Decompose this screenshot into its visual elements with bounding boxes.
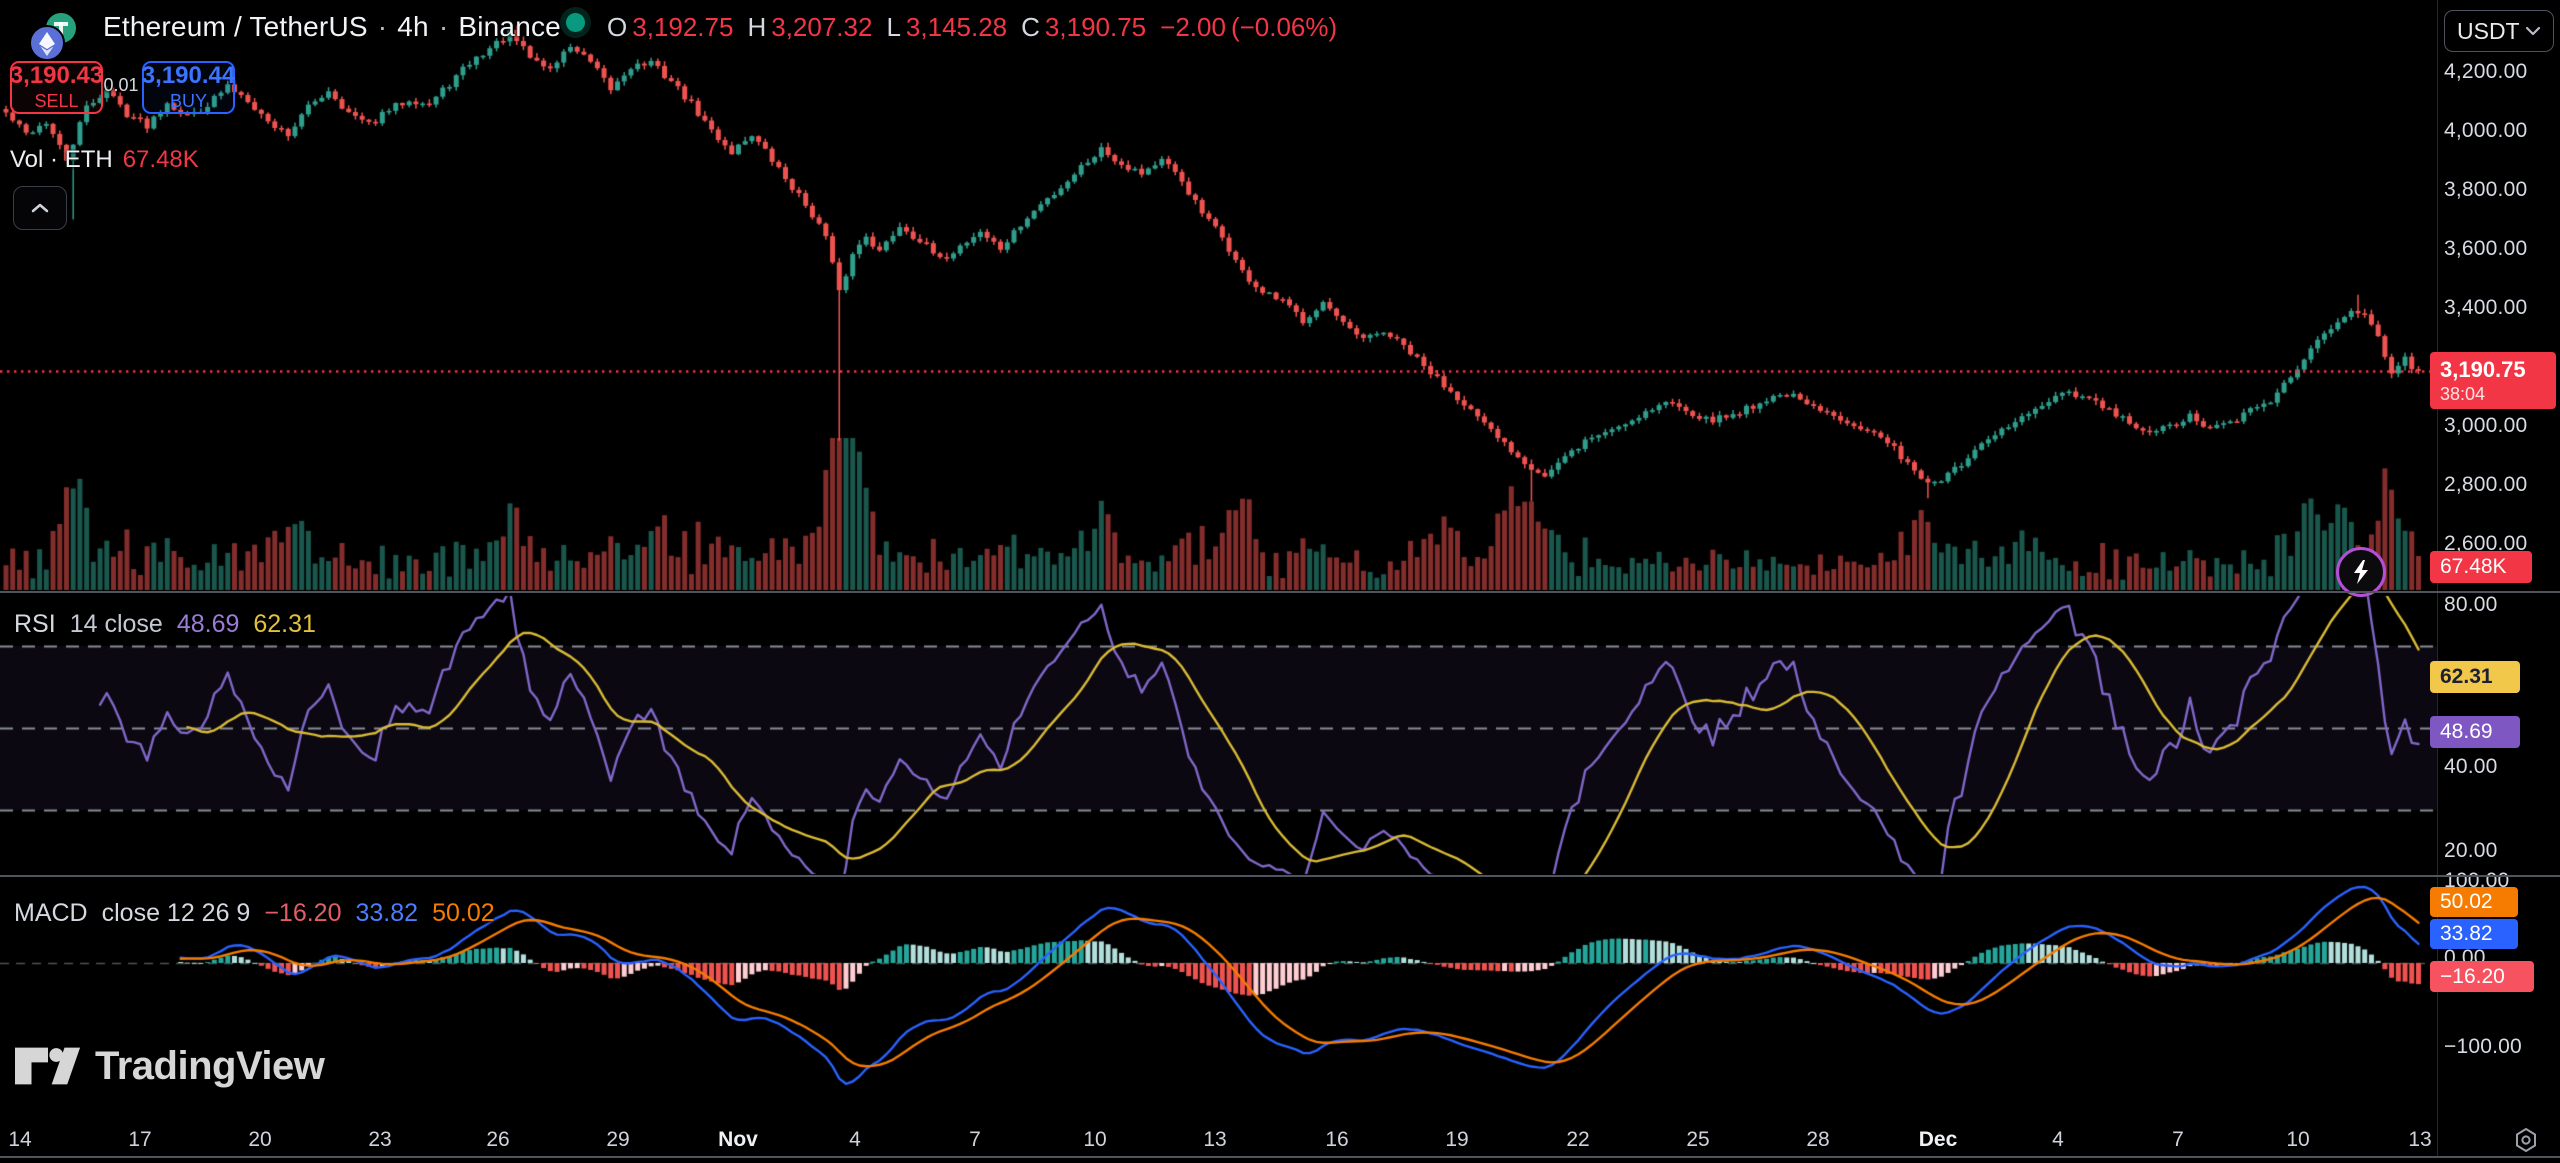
sell-price: 3,190.43 [9,62,104,90]
time-axis-label: 16 [1325,1128,1349,1151]
time-axis-label: 25 [1686,1128,1710,1151]
macd-signal-value: 50.02 [432,898,495,927]
macd-signal-badge: 50.02 [2430,887,2518,917]
candle-countdown: 38:04 [2440,384,2486,404]
current-price-value: 3,190.75 [2440,356,2526,382]
tradingview-mark-icon [15,1047,81,1085]
volume-label: Vol · ETH [10,146,113,173]
macd-histogram-badge: −16.20 [2430,961,2534,992]
time-axis-label: 19 [1445,1128,1469,1151]
macd-line-badge: 33.82 [2430,919,2518,949]
rsi-legend[interactable]: RSI 14 close 48.69 62.31 [14,610,316,638]
time-axis-label: 13 [2408,1128,2432,1151]
pane-divider[interactable] [0,875,2560,877]
ohlc-row: O 3,192.75 H 3,207.32 L 3,145.28 C 3,190.75 … [607,8,1337,46]
time-axis-label: 10 [2286,1128,2310,1151]
market-status-icon[interactable] [566,13,585,32]
boost-button[interactable] [2336,547,2386,597]
interval-label: 4h [397,11,429,42]
axis-price-label: 3,600.00 [2444,237,2528,260]
time-axis-label: 4 [2052,1128,2064,1151]
rsi-ma-value: 62.31 [253,609,316,638]
macd-histogram-value: −16.20 [264,898,342,927]
time-axis-label: Nov [718,1128,758,1151]
volume-badge: 67.48K [2430,551,2532,583]
high-label: H [747,11,767,42]
sell-label: SELL [34,90,79,111]
title-separator: · [438,11,449,42]
spread-value: 0.01 [103,75,139,95]
time-axis-label: 14 [8,1128,32,1151]
buy-price: 3,190.44 [141,62,236,90]
macd-params: close 12 26 9 [101,898,251,927]
volume-value: 67.48K [122,146,199,173]
low-value: 3,145.28 [905,11,1008,42]
lightning-icon [2354,560,2368,584]
bottom-divider [0,1156,2560,1158]
close-value: 3,190.75 [1044,11,1147,42]
symbol-title-row[interactable]: Ethereum / TetherUS · 4h · Binance [103,8,561,46]
currency-label: USDT [2457,17,2520,44]
open-label: O [607,11,628,42]
collapse-legend-button[interactable] [13,186,67,230]
time-axis-label: 29 [606,1128,630,1151]
time-axis-label: Dec [1918,1128,1958,1151]
pane-divider[interactable] [0,591,2560,593]
axis-price-label: 2,800.00 [2444,473,2528,496]
exchange-label: Binance [458,11,561,42]
axis-price-label: 20.00 [2444,839,2498,862]
time-axis-label: 20 [248,1128,272,1151]
current-price-badge: 3,190.75 38:04 [2430,352,2556,409]
macd-line-value: 33.82 [355,898,419,927]
axis-price-label: 3,400.00 [2444,296,2528,319]
buy-label: BUY [169,90,207,111]
chevron-down-icon [2525,26,2541,36]
time-axis-label: 13 [1203,1128,1227,1151]
time-axis-label: 7 [969,1128,981,1151]
close-label: C [1021,11,1040,42]
time-axis-settings-icon[interactable] [2512,1126,2540,1159]
rsi-ma-badge: 62.31 [2430,661,2520,693]
macd-legend[interactable]: MACD close 12 26 9 −16.20 33.82 50.02 [14,899,495,927]
time-axis-label: 28 [1806,1128,1830,1151]
axis-price-label: 4,200.00 [2444,60,2528,83]
axis-price-label: 3,000.00 [2444,414,2528,437]
title-separator: · [377,11,388,42]
axis-price-label: 4,000.00 [2444,119,2528,142]
time-axis-label: 4 [849,1128,861,1151]
tradingview-logo[interactable]: TradingView [15,1042,325,1090]
time-axis-label: 26 [486,1128,510,1151]
change-value: −2.00 [1160,11,1226,42]
axis-price-label: 2,600.00 [2444,532,2528,555]
rsi-name: RSI [14,609,56,638]
time-axis-label: 17 [128,1128,152,1151]
high-value: 3,207.32 [771,11,873,42]
volume-legend[interactable]: Vol · ETH 67.48K [10,146,199,174]
axis-price-label: 3,800.00 [2444,178,2528,201]
buy-button[interactable]: 3,190.44 BUY [142,61,235,114]
axis-price-label: −100.00 [2444,1035,2522,1058]
axis-price-label: 80.00 [2444,593,2498,616]
open-value: 3,192.75 [632,11,734,42]
axis-price-label: 100.00 [2444,869,2510,892]
rsi-params: 14 close [69,609,163,638]
symbol-pair-logo [16,6,80,69]
macd-name: MACD [14,898,88,927]
time-axis-label: 22 [1566,1128,1590,1151]
rsi-badge: 48.69 [2430,716,2520,748]
time-axis-label: 7 [2172,1128,2184,1151]
time-axis-label: 23 [368,1128,392,1151]
tradingview-logo-text: TradingView [95,1043,325,1088]
change-percent: (−0.06%) [1230,11,1338,42]
symbol-title: Ethereum / TetherUS [103,11,368,42]
chevron-up-icon [31,203,49,213]
sell-button[interactable]: 3,190.43 SELL [10,61,103,114]
time-axis-label: 10 [1083,1128,1107,1151]
rsi-value: 48.69 [176,609,240,638]
axis-price-label: 40.00 [2444,755,2498,778]
low-label: L [886,11,901,42]
currency-selector[interactable]: USDT [2444,10,2554,52]
